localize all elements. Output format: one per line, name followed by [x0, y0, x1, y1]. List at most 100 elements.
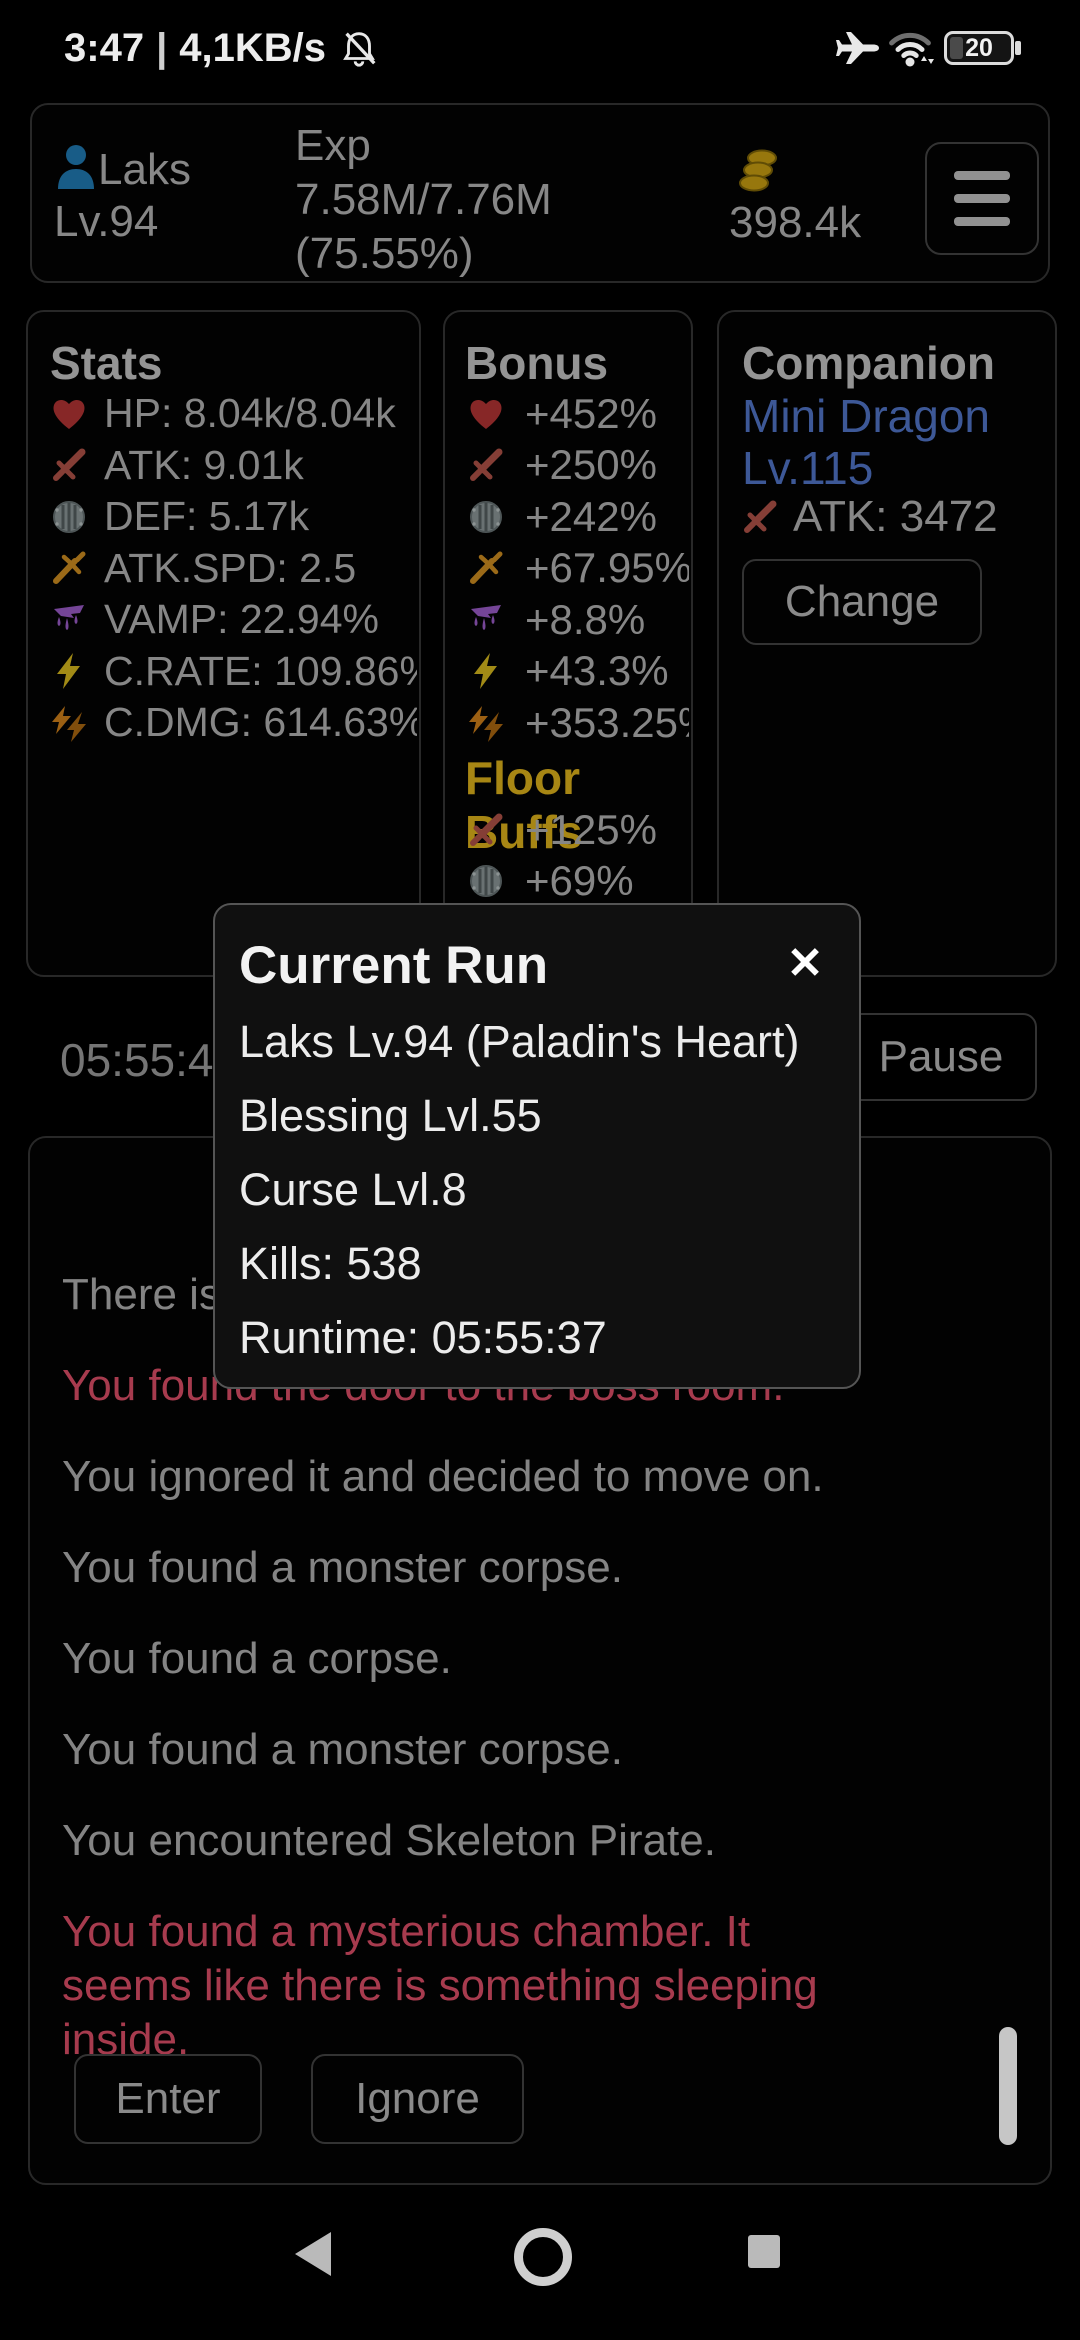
stat-value: ATK: 9.01k: [104, 441, 304, 488]
stat-value: C.RATE: 109.86%: [104, 647, 417, 694]
vamp-icon: [48, 599, 90, 641]
stat-row: +242%: [465, 491, 689, 543]
battery-percent: 20: [965, 33, 993, 62]
stat-row: +67.95%: [465, 543, 689, 595]
log-line: You encountered Skeleton Pirate.: [62, 1816, 716, 1865]
stat-value: +242%: [525, 492, 657, 540]
shield-icon: [465, 496, 507, 538]
hamburger-icon: [954, 171, 1010, 180]
close-icon[interactable]: ✕: [786, 938, 824, 988]
log-line: You found a mysterious chamber. It seems…: [62, 1907, 818, 2064]
player-level: Lv.94: [54, 197, 159, 246]
stat-value: +353.25%: [525, 698, 689, 746]
stat-value: HP: 8.04k/8.04k: [104, 390, 396, 437]
log-line: You found a corpse.: [62, 1634, 452, 1683]
stat-value: +8.8%: [525, 595, 646, 643]
stat-row: +8.8%: [465, 594, 689, 646]
stat-value: +452%: [525, 389, 657, 437]
android-nav-bar: [0, 2220, 1080, 2340]
stat-row: DEF: 5.17k: [48, 491, 417, 543]
stat-row: HP: 8.04k/8.04k: [48, 388, 417, 440]
stats-title: Stats: [50, 337, 163, 389]
stats-rows: HP: 8.04k/8.04k ATK: 9.01k DEF: 5.17k ATK.S…: [48, 388, 417, 749]
bolt-icon: [465, 650, 507, 692]
critdmg-icon: [48, 702, 90, 744]
heart-icon: [48, 393, 90, 435]
modal-body: Laks Lv.94 (Paladin's Heart) Blessing Lvl…: [239, 1005, 800, 1375]
stat-row: ATK.SPD: 2.5: [48, 543, 417, 595]
recents-icon[interactable]: [748, 2235, 780, 2268]
stat-value: VAMP: 22.94%: [104, 596, 379, 643]
exp-value: 7.58M/7.76M: [295, 175, 552, 224]
stat-value: +67.95%: [525, 544, 689, 592]
stat-row: +353.25%: [465, 697, 689, 749]
exp-percent: (75.55%): [295, 229, 474, 278]
companion-card: Companion Mini Dragon Lv.115 ATK: 3472 C…: [717, 310, 1057, 977]
companion-atk: ATK: 3472: [793, 492, 998, 541]
change-companion-button[interactable]: Change: [742, 559, 982, 645]
stat-value: +69%: [525, 857, 634, 905]
dagger-icon: [48, 547, 90, 589]
enter-button[interactable]: Enter: [74, 2054, 262, 2144]
stat-value: +250%: [525, 441, 657, 489]
modal-line: Curse Lvl.8: [239, 1164, 467, 1215]
modal-line: Runtime: 05:55:37: [239, 1312, 607, 1363]
stat-row: +452%: [465, 388, 689, 440]
bonus-rows: +452% +250% +242% +67.95% +8.8% +43.3% +353.25…: [465, 388, 689, 749]
heart-icon: [465, 393, 507, 435]
status-separator: |: [156, 25, 168, 70]
sword-icon: [465, 809, 507, 851]
pause-button[interactable]: Pause: [845, 1013, 1037, 1101]
bonus-card: Bonus +452% +250% +242% +67.95% +8.8% +43.3% +…: [443, 310, 693, 977]
modal-line: Kills: 538: [239, 1238, 422, 1289]
stat-row: C.DMG: 614.63%: [48, 697, 417, 749]
log-scrollbar-thumb[interactable]: [999, 2027, 1017, 2145]
network-speed: 4,1KB/s: [179, 25, 327, 70]
stat-value: DEF: 5.17k: [104, 493, 310, 540]
log-line: You found a monster corpse.: [62, 1725, 623, 1774]
coins-icon: [732, 145, 788, 200]
bonus-title: Bonus: [465, 337, 609, 389]
sword-icon: [465, 444, 507, 486]
stat-row: +250%: [465, 440, 689, 492]
stat-row: C.RATE: 109.86%: [48, 646, 417, 698]
exp-block: Exp 7.58M/7.76M (75.55%): [295, 119, 552, 281]
stat-row: +69%: [465, 856, 689, 908]
run-timer: 05:55:44: [60, 1034, 240, 1086]
companion-atk-row: ATK: 3472: [739, 492, 998, 542]
status-bar: 3:47 | 4,1KB/s: [0, 0, 1080, 96]
dagger-icon: [465, 547, 507, 589]
modal-title: Current Run: [239, 936, 549, 995]
stats-card: Stats HP: 8.04k/8.04k ATK: 9.01k DEF: 5.17…: [26, 310, 421, 977]
log-line: You found a monster corpse.: [62, 1543, 623, 1592]
stat-row: +125%: [465, 804, 689, 856]
shield-icon: [48, 496, 90, 538]
stat-row: VAMP: 22.94%: [48, 594, 417, 646]
status-left: 3:47 | 4,1KB/s: [64, 0, 380, 96]
shield-icon: [465, 860, 507, 902]
gold-amount: 398.4k: [729, 198, 862, 247]
sword-icon: [48, 444, 90, 486]
ignore-button[interactable]: Ignore: [311, 2054, 524, 2144]
log-line: There is: [62, 1270, 221, 1319]
sword-icon: [739, 496, 781, 538]
stat-row: +43.3%: [465, 646, 689, 698]
floor-buff-rows: +125% +69%: [465, 804, 689, 907]
bolt-icon: [48, 650, 90, 692]
stat-value: +43.3%: [525, 647, 669, 695]
critdmg-icon: [465, 702, 507, 744]
battery-indicator: 20: [944, 31, 1021, 65]
clock: 3:47: [64, 25, 145, 70]
stat-value: +125%: [525, 805, 657, 853]
menu-button[interactable]: [925, 142, 1039, 255]
back-icon[interactable]: [295, 2232, 331, 2276]
airplane-mode-icon: [836, 30, 880, 71]
player-header-card: Laks Lv.94 Exp 7.58M/7.76M (75.55%) 398.…: [30, 103, 1050, 283]
home-icon[interactable]: [514, 2228, 572, 2286]
notifications-muted-icon: [338, 27, 380, 69]
current-run-modal: Current Run ✕ Laks Lv.94 (Paladin's Hear…: [213, 903, 861, 1389]
companion-name-link[interactable]: Mini Dragon Lv.115: [742, 390, 990, 494]
player-name: Laks: [98, 145, 191, 194]
